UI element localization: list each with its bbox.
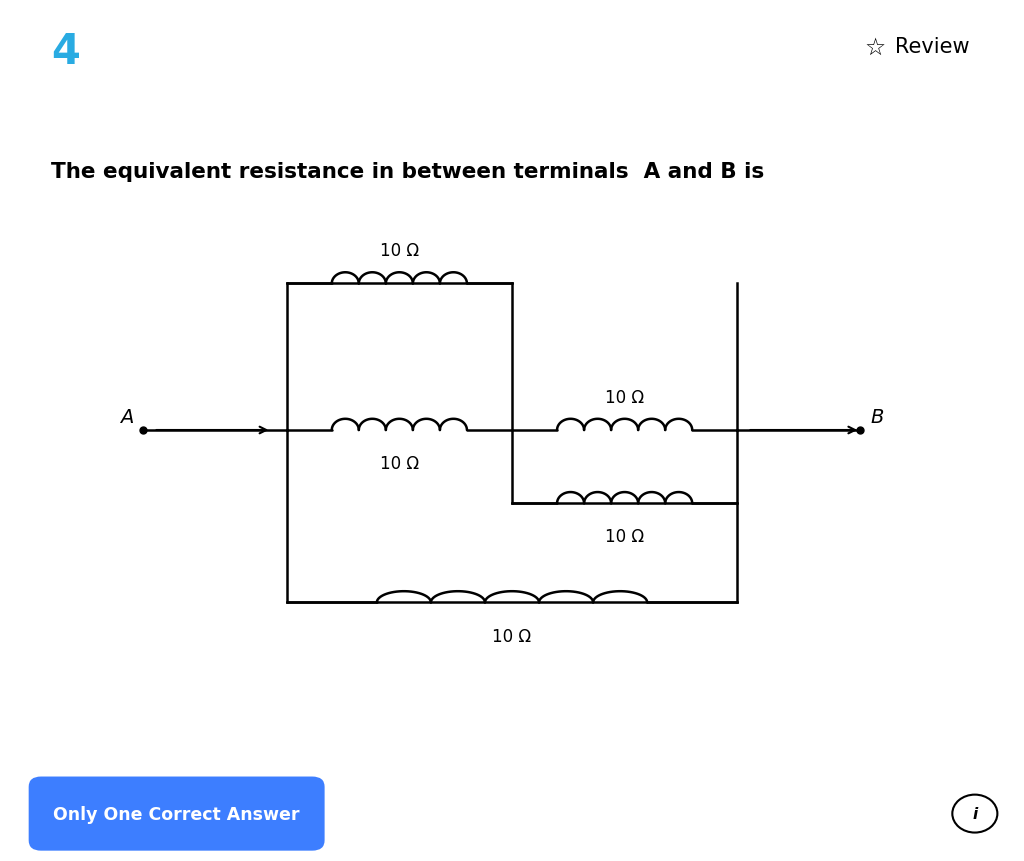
Text: Review: Review [895, 37, 969, 58]
Text: 10 Ω: 10 Ω [493, 627, 531, 645]
Text: 10 Ω: 10 Ω [605, 528, 644, 546]
Text: ☆: ☆ [865, 35, 886, 59]
Text: 10 Ω: 10 Ω [605, 388, 644, 406]
FancyBboxPatch shape [29, 777, 325, 851]
Text: The equivalent resistance in between terminals  A and B is: The equivalent resistance in between ter… [51, 162, 765, 183]
Text: 10 Ω: 10 Ω [380, 455, 419, 473]
Text: 4: 4 [51, 31, 80, 72]
Text: 10 Ω: 10 Ω [380, 242, 419, 260]
Text: i: i [972, 806, 978, 821]
Text: B: B [870, 407, 884, 426]
Text: A: A [120, 407, 133, 426]
Text: Only One Correct Answer: Only One Correct Answer [53, 805, 300, 822]
